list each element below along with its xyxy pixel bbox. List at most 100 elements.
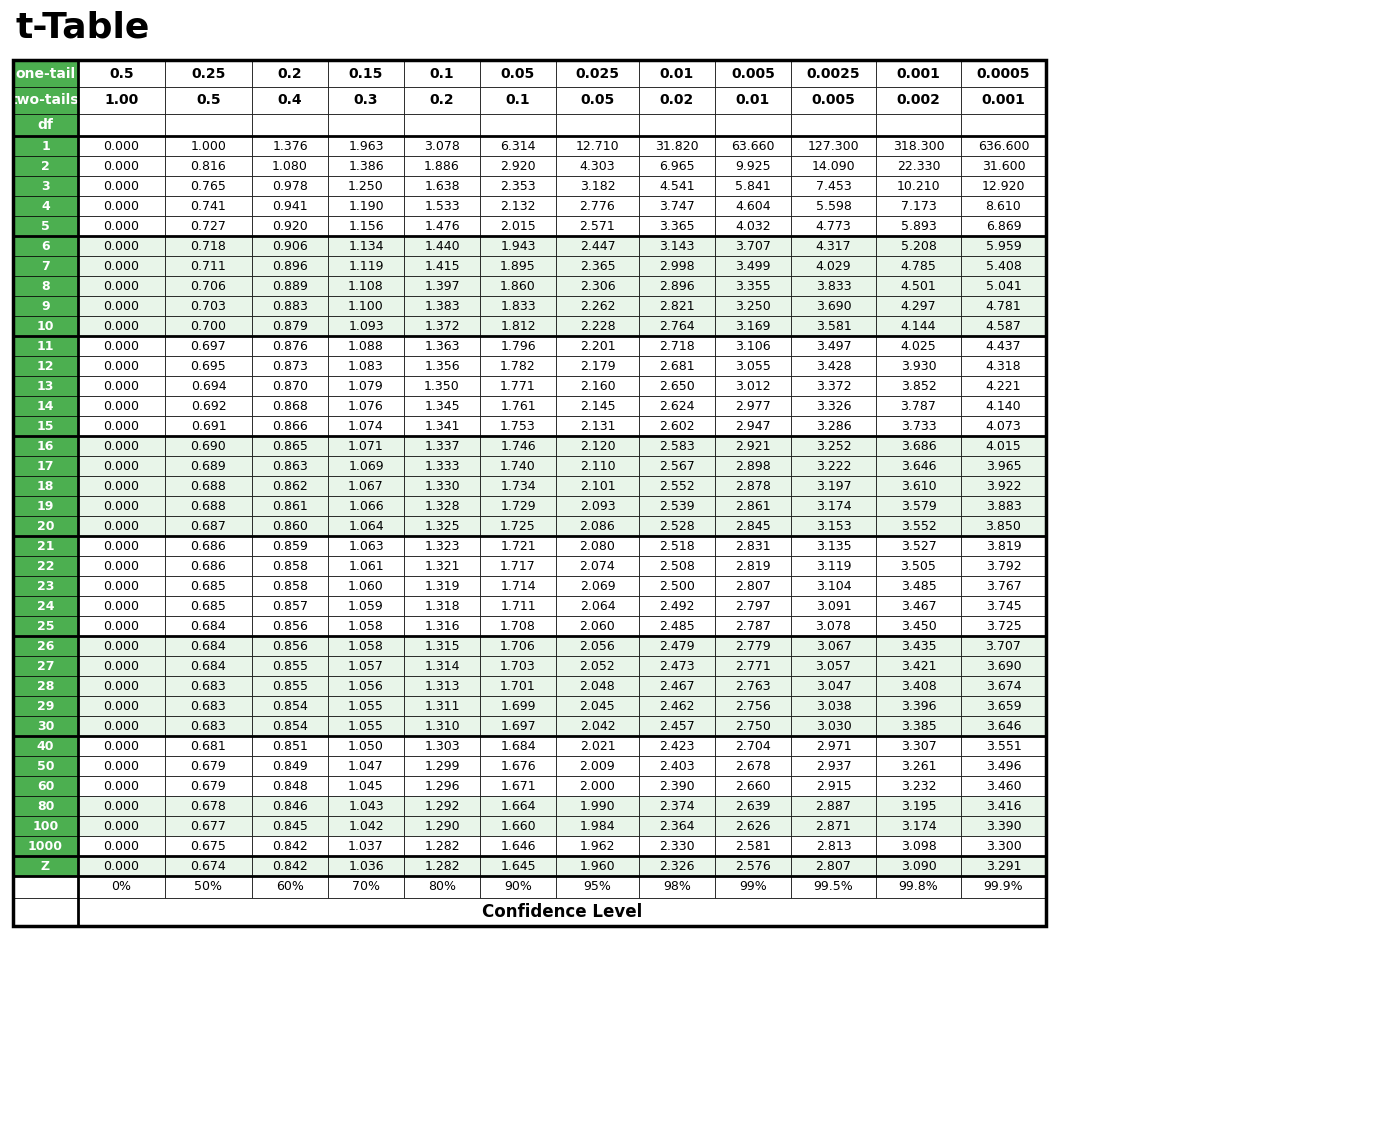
Text: 1.701: 1.701 <box>500 679 536 693</box>
Bar <box>481 496 557 515</box>
Text: 3.551: 3.551 <box>986 740 1022 752</box>
Text: 3.646: 3.646 <box>900 459 936 473</box>
Text: 2.473: 2.473 <box>659 660 695 672</box>
Text: 0.000: 0.000 <box>104 860 139 872</box>
Bar <box>715 776 791 796</box>
Text: 3.143: 3.143 <box>659 239 695 253</box>
Bar <box>961 576 1045 596</box>
Text: 0.000: 0.000 <box>104 520 139 532</box>
Text: 99.9%: 99.9% <box>983 881 1023 893</box>
Bar <box>961 876 1045 898</box>
Text: 1.292: 1.292 <box>424 800 460 812</box>
Text: 2.423: 2.423 <box>659 740 695 752</box>
Bar <box>639 437 715 456</box>
Text: 3.195: 3.195 <box>900 800 936 812</box>
Text: 31.600: 31.600 <box>982 159 1025 173</box>
Bar <box>557 876 639 898</box>
Bar <box>77 616 164 636</box>
Text: 1.036: 1.036 <box>348 860 384 872</box>
Text: 2.201: 2.201 <box>580 340 616 352</box>
Bar <box>961 556 1045 576</box>
Bar <box>791 296 876 316</box>
Text: 27: 27 <box>37 660 54 672</box>
Text: 8: 8 <box>41 280 50 292</box>
Bar <box>876 476 961 496</box>
Text: 1.376: 1.376 <box>272 140 308 152</box>
Text: 1.833: 1.833 <box>500 300 536 312</box>
Text: 20: 20 <box>37 520 54 532</box>
Bar <box>961 856 1045 876</box>
Bar <box>77 536 164 556</box>
Bar <box>251 376 329 396</box>
Bar <box>715 515 791 536</box>
Text: 3.222: 3.222 <box>816 459 851 473</box>
Text: 3.300: 3.300 <box>986 839 1022 853</box>
Bar <box>251 87 329 114</box>
Bar <box>481 87 557 114</box>
Bar <box>791 796 876 816</box>
Bar <box>405 756 481 776</box>
Bar <box>557 515 639 536</box>
Bar <box>12 596 77 616</box>
Text: 0.000: 0.000 <box>104 660 139 672</box>
Bar <box>77 656 164 676</box>
Bar <box>251 836 329 856</box>
Bar <box>77 856 164 876</box>
Text: 0.01: 0.01 <box>736 94 771 107</box>
Bar <box>481 215 557 236</box>
Text: 7: 7 <box>41 259 50 273</box>
Bar <box>405 456 481 476</box>
Text: 2.576: 2.576 <box>735 860 771 872</box>
Bar <box>251 176 329 196</box>
Bar <box>251 356 329 376</box>
Bar <box>77 876 164 898</box>
Text: 98%: 98% <box>663 881 690 893</box>
Bar <box>481 676 557 696</box>
Bar <box>251 236 329 256</box>
Text: 1.042: 1.042 <box>348 820 384 832</box>
Bar <box>961 236 1045 256</box>
Bar <box>329 656 405 676</box>
Bar <box>164 416 251 437</box>
Bar <box>12 576 77 596</box>
Bar <box>557 176 639 196</box>
Bar <box>12 114 77 136</box>
Bar <box>164 836 251 856</box>
Text: 2.518: 2.518 <box>659 539 695 553</box>
Text: 2.678: 2.678 <box>735 759 771 773</box>
Text: 0.889: 0.889 <box>272 280 308 292</box>
Bar <box>481 156 557 176</box>
Bar <box>715 616 791 636</box>
Text: 0.000: 0.000 <box>104 559 139 573</box>
Bar <box>77 576 164 596</box>
Bar <box>961 696 1045 716</box>
Bar <box>164 776 251 796</box>
Bar <box>715 437 791 456</box>
Bar <box>164 616 251 636</box>
Text: 4.318: 4.318 <box>986 360 1022 372</box>
Bar <box>12 496 77 515</box>
Text: 0.005: 0.005 <box>812 94 855 107</box>
Text: 2.937: 2.937 <box>816 759 851 773</box>
Text: 0.711: 0.711 <box>191 259 226 273</box>
Text: 50%: 50% <box>195 881 222 893</box>
Bar <box>251 296 329 316</box>
Text: 2.145: 2.145 <box>580 399 616 413</box>
Text: 2.898: 2.898 <box>735 459 771 473</box>
Text: 2.508: 2.508 <box>659 559 695 573</box>
Text: 0.697: 0.697 <box>191 340 226 352</box>
Text: 0.000: 0.000 <box>104 220 139 232</box>
Text: 80: 80 <box>37 800 54 812</box>
Text: 2.921: 2.921 <box>735 440 771 452</box>
Text: 0.692: 0.692 <box>191 399 226 413</box>
Bar <box>251 776 329 796</box>
Bar <box>876 437 961 456</box>
Bar <box>791 136 876 156</box>
Text: 5.598: 5.598 <box>816 200 852 212</box>
Bar <box>715 636 791 656</box>
Text: 0.000: 0.000 <box>104 280 139 292</box>
Text: 3.416: 3.416 <box>986 800 1022 812</box>
Bar <box>77 898 1045 926</box>
Bar <box>405 735 481 756</box>
Bar <box>961 515 1045 536</box>
